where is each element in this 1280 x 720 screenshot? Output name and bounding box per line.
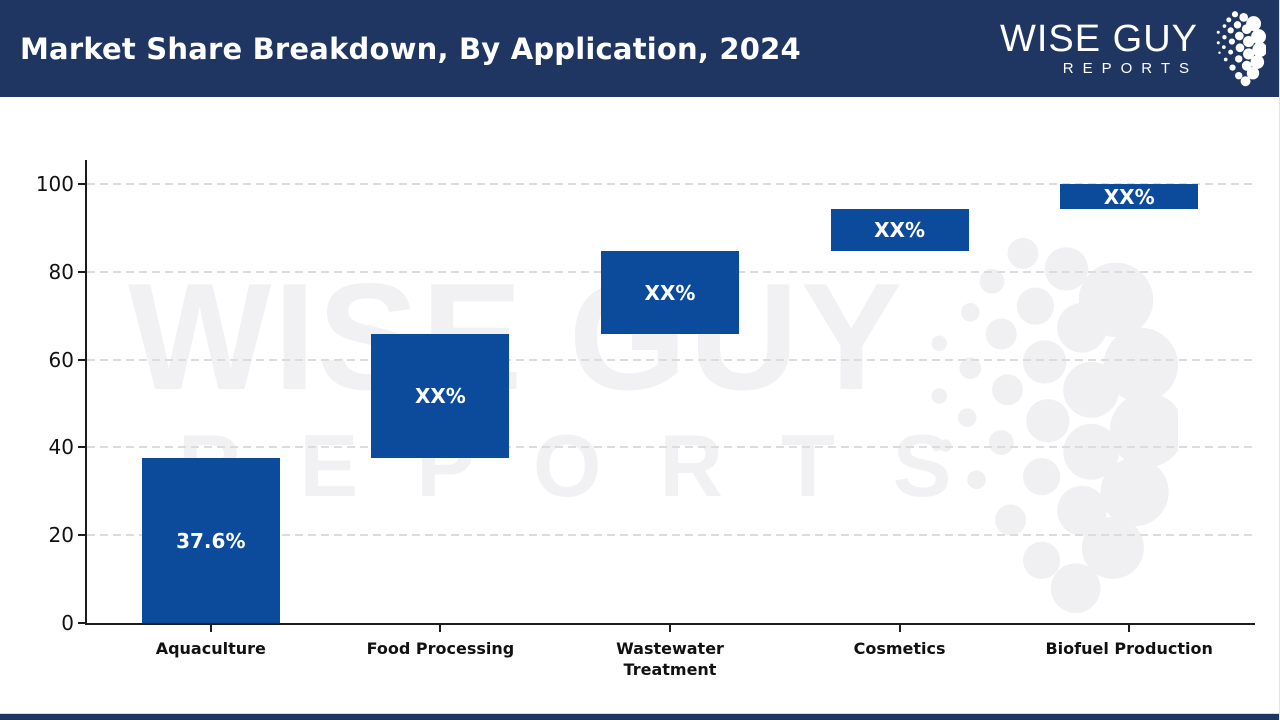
- bar-value-label: XX%: [644, 280, 696, 305]
- brand-logo-text: WISE GUY REPORTS: [1000, 20, 1198, 77]
- page-title: Market Share Breakdown, By Application, …: [20, 31, 801, 66]
- bar-value-label: XX%: [414, 384, 466, 409]
- brand-name: WISE GUY: [999, 18, 1198, 60]
- x-category-label: Food Processing: [366, 639, 515, 658]
- gridline: [87, 446, 1253, 449]
- y-tick-mark: [78, 622, 86, 624]
- bar-segment: XX%: [371, 334, 510, 458]
- bar-value-label: 37.6%: [176, 528, 246, 553]
- y-axis-spine: [85, 160, 87, 625]
- x-category-label: Aquaculture: [155, 639, 266, 658]
- x-tick-mark: [209, 625, 212, 632]
- bar-segment: XX%: [601, 251, 739, 335]
- y-tick-label: 20: [48, 523, 74, 548]
- y-tick-label: 80: [48, 259, 74, 284]
- x-category-label: Cosmetics: [853, 639, 946, 658]
- footer-bar: [0, 713, 1279, 720]
- brand-logo: WISE GUY REPORTS: [1000, 8, 1279, 90]
- y-tick-mark: [78, 183, 86, 186]
- gridline: [87, 534, 1253, 537]
- x-axis-spine: [85, 623, 1255, 625]
- y-tick-label: 40: [48, 435, 74, 460]
- y-tick-label: 0: [61, 611, 74, 635]
- y-tick-mark: [78, 358, 86, 361]
- x-category-label: Wastewater Treatment: [616, 639, 724, 679]
- plot-area: 37.6% XX% XX% XX% XX%: [87, 160, 1253, 623]
- y-tick-label: 60: [48, 347, 74, 372]
- x-tick-mark: [898, 625, 901, 632]
- bar-segment: XX%: [830, 209, 969, 252]
- x-tick-mark: [669, 625, 671, 632]
- brand-subtitle: REPORTS: [1062, 60, 1198, 77]
- y-tick-mark: [78, 446, 86, 449]
- bar-segment: 37.6%: [141, 458, 280, 623]
- brand-head-icon: [1216, 10, 1266, 86]
- y-tick-label: 100: [35, 172, 74, 197]
- x-tick-mark: [439, 625, 442, 632]
- y-tick-mark: [78, 534, 86, 537]
- gridline: [87, 183, 1253, 186]
- x-category-label: Biofuel Production: [1045, 639, 1213, 658]
- x-tick-mark: [1128, 625, 1131, 632]
- bar-segment: XX%: [1060, 184, 1199, 210]
- chart-area: WISE GUY REPORTS 37.6% XX% XX% XX% XX% 0 20 40…: [0, 97, 1279, 714]
- gridline: [87, 358, 1253, 361]
- bar-value-label: XX%: [874, 218, 926, 243]
- bar-value-label: XX%: [1103, 184, 1155, 209]
- header: Market Share Breakdown, By Application, …: [0, 0, 1279, 97]
- y-tick-mark: [78, 270, 86, 273]
